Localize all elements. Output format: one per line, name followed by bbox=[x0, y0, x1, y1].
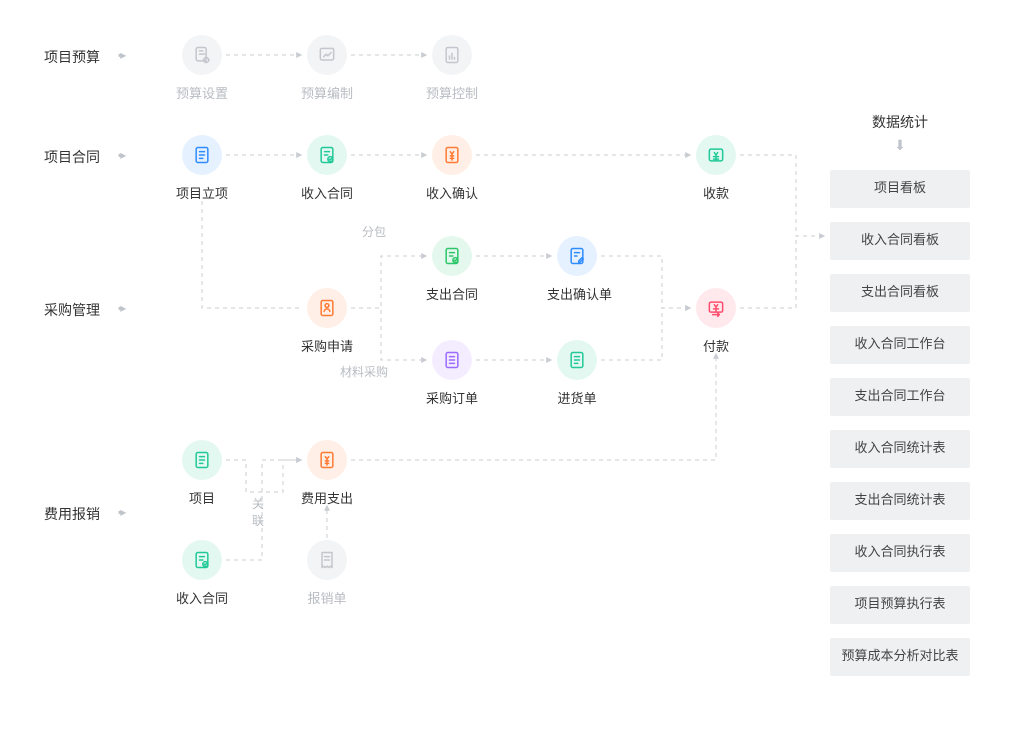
doc-check-icon bbox=[307, 135, 347, 175]
node-label: 付款 bbox=[686, 336, 746, 355]
section-label-budget: 项目预算 bbox=[44, 47, 100, 67]
stats-item[interactable]: 支出合同看板 bbox=[830, 274, 970, 312]
stats-item[interactable]: 预算成本分析对比表 bbox=[830, 638, 970, 676]
mini-label-relate2: 联 bbox=[252, 512, 264, 529]
doc-gear-icon bbox=[182, 35, 222, 75]
section-arrow-budget: ▪▸ bbox=[118, 48, 124, 62]
section-label-contract: 项目合同 bbox=[44, 147, 100, 167]
stats-item[interactable]: 项目预算执行表 bbox=[830, 586, 970, 624]
stats-item[interactable]: 支出合同工作台 bbox=[830, 378, 970, 416]
node-label: 支出合同 bbox=[422, 284, 482, 303]
chart-icon bbox=[307, 35, 347, 75]
doc-text-icon bbox=[182, 440, 222, 480]
node-income_contract[interactable]: 收入合同 bbox=[297, 135, 357, 202]
node-goods_receipt[interactable]: 进货单 bbox=[547, 340, 607, 407]
node-label: 项目立项 bbox=[172, 183, 232, 202]
node-budget_compile[interactable]: 预算编制 bbox=[297, 35, 357, 102]
node-proj_create[interactable]: 项目立项 bbox=[172, 135, 232, 202]
doc-text-icon bbox=[557, 340, 597, 380]
node-label: 预算编制 bbox=[297, 83, 357, 102]
doc-check-icon bbox=[432, 236, 472, 276]
doc-list-icon bbox=[432, 340, 472, 380]
node-proj_item[interactable]: 项目 bbox=[172, 440, 232, 507]
node-label: 收入合同 bbox=[297, 183, 357, 202]
node-reimburse[interactable]: 报销单 bbox=[297, 540, 357, 607]
node-label: 项目 bbox=[172, 488, 232, 507]
section-label-expense: 费用报销 bbox=[44, 504, 100, 524]
node-label: 报销单 bbox=[297, 588, 357, 607]
section-label-purchase: 采购管理 bbox=[44, 300, 100, 320]
stats-item[interactable]: 项目看板 bbox=[830, 170, 970, 208]
node-label: 收入确认 bbox=[422, 183, 482, 202]
node-budget_setup[interactable]: 预算设置 bbox=[172, 35, 232, 102]
cny-icon bbox=[696, 135, 736, 175]
cny-out-icon bbox=[696, 288, 736, 328]
doc-text-icon bbox=[182, 135, 222, 175]
section-arrow-contract: ▪▸ bbox=[118, 148, 124, 162]
stats-title: 数据统计 bbox=[830, 112, 970, 132]
node-label: 收入合同 bbox=[172, 588, 232, 607]
node-expense_out[interactable]: 费用支出 bbox=[297, 440, 357, 507]
stats-item[interactable]: 收入合同工作台 bbox=[830, 326, 970, 364]
doc-cny-icon bbox=[307, 440, 347, 480]
doc-bars-icon bbox=[432, 35, 472, 75]
node-label: 预算控制 bbox=[422, 83, 482, 102]
node-payment[interactable]: 付款 bbox=[686, 288, 746, 355]
node-label: 采购订单 bbox=[422, 388, 482, 407]
receipt-icon bbox=[307, 540, 347, 580]
doc-check-icon bbox=[182, 540, 222, 580]
node-label: 费用支出 bbox=[297, 488, 357, 507]
node-budget_control[interactable]: 预算控制 bbox=[422, 35, 482, 102]
doc-user-icon bbox=[307, 288, 347, 328]
node-label: 预算设置 bbox=[172, 83, 232, 102]
node-receipt[interactable]: 收款 bbox=[686, 135, 746, 202]
stats-arrow-down-icon: ⬇ bbox=[830, 138, 970, 154]
node-income_contract2[interactable]: 收入合同 bbox=[172, 540, 232, 607]
stats-item[interactable]: 收入合同执行表 bbox=[830, 534, 970, 572]
node-purchase_order[interactable]: 采购订单 bbox=[422, 340, 482, 407]
stats-item[interactable]: 收入合同统计表 bbox=[830, 430, 970, 468]
mini-label-subcontract: 分包 bbox=[362, 223, 386, 240]
node-income_confirm[interactable]: 收入确认 bbox=[422, 135, 482, 202]
stats-item[interactable]: 支出合同统计表 bbox=[830, 482, 970, 520]
section-arrow-purchase: ▪▸ bbox=[118, 301, 124, 315]
node-expend_confirm[interactable]: 支出确认单 bbox=[547, 236, 607, 303]
doc-cny-icon bbox=[432, 135, 472, 175]
node-label: 支出确认单 bbox=[547, 284, 607, 303]
node-label: 采购申请 bbox=[297, 336, 357, 355]
doc-edit-icon bbox=[557, 236, 597, 276]
node-label: 进货单 bbox=[547, 388, 607, 407]
node-purchase_req[interactable]: 采购申请 bbox=[297, 288, 357, 355]
section-arrow-expense: ▪▸ bbox=[118, 505, 124, 519]
mini-label-relate: 关 bbox=[252, 495, 264, 512]
stats-item[interactable]: 收入合同看板 bbox=[830, 222, 970, 260]
node-expend_contract[interactable]: 支出合同 bbox=[422, 236, 482, 303]
node-label: 收款 bbox=[686, 183, 746, 202]
mini-label-material: 材料采购 bbox=[340, 363, 388, 380]
